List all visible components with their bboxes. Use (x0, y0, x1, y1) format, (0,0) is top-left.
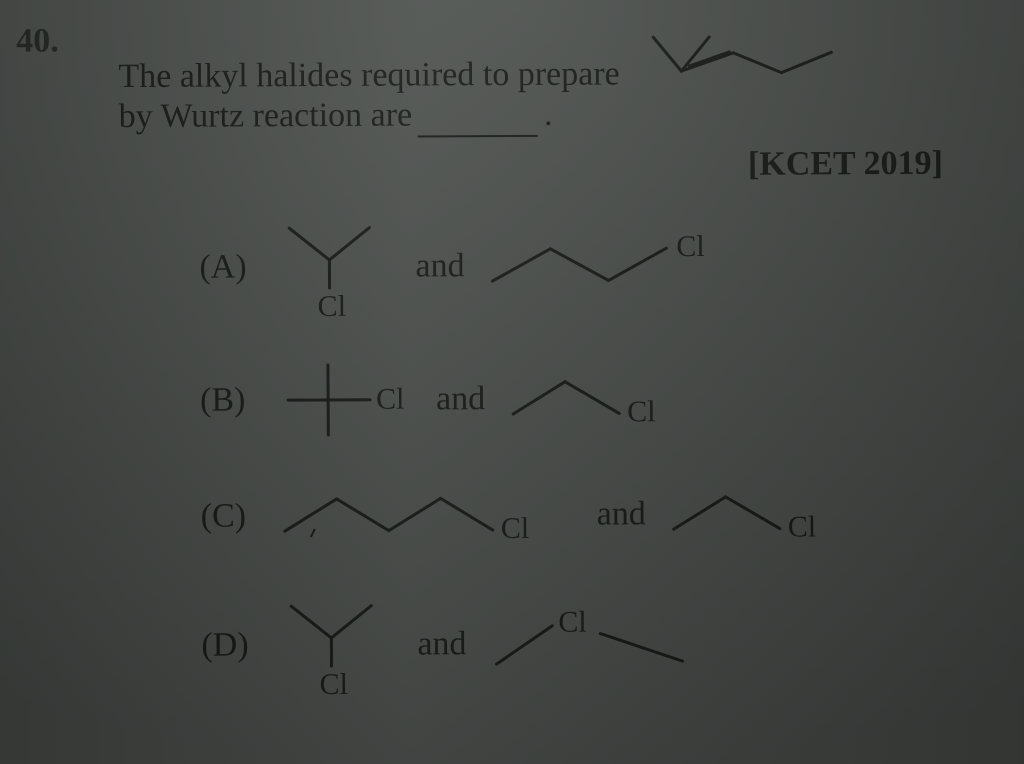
option-b-label: (B) (200, 381, 270, 419)
cl-label: Cl (318, 289, 347, 322)
option-c-label: (C) (201, 497, 271, 535)
option-d: (D) Cl and (201, 584, 986, 703)
option-a-structure-2: Cl (480, 230, 730, 301)
option-a-label: (A) (199, 248, 269, 286)
and-text-b: and (436, 380, 485, 418)
question-text-2: by Wurtz reaction are (119, 95, 413, 139)
and-text-a: and (415, 247, 464, 285)
option-d-structure-2: Cl (482, 603, 702, 684)
option-c: (C) Cl and (201, 475, 985, 554)
option-b-structure-1: Cl (270, 354, 420, 445)
question-line-2: by Wurtz reaction are . (119, 92, 983, 139)
option-b-structure-2: Cl (501, 363, 691, 434)
option-c-structure-1: Cl (271, 477, 581, 554)
question-text-2-suffix: . (544, 94, 553, 137)
option-d-structure-1: Cl (271, 587, 402, 703)
cl-label: Cl (558, 606, 587, 639)
target-molecule (633, 24, 853, 95)
option-a-structure-1: Cl (269, 209, 400, 325)
option-d-label: (D) (201, 626, 271, 664)
option-a: (A) Cl and (199, 206, 984, 325)
and-text-d: and (417, 625, 466, 663)
option-c-structure-2: Cl (662, 478, 852, 549)
cl-label: Cl (627, 395, 656, 428)
question-number: 40. (16, 22, 59, 60)
and-text-c: and (597, 495, 646, 533)
cl-label: Cl (501, 511, 530, 544)
exam-tag: [KCET 2019] (119, 144, 943, 186)
options-list: (A) Cl and (199, 206, 986, 703)
cl-label: Cl (788, 510, 817, 543)
option-b: (B) Cl and (200, 351, 984, 445)
question-block: The alkyl halides required to prepare (118, 24, 986, 704)
question-text-1: The alkyl halides required to prepare (118, 53, 620, 98)
cl-label: Cl (676, 230, 705, 263)
cl-label: Cl (376, 382, 405, 415)
exam-page: 40. The alkyl halides required to prepar… (0, 0, 1024, 754)
answer-blank (418, 111, 538, 137)
cl-label: Cl (320, 667, 349, 700)
question-line-1: The alkyl halides required to prepare (118, 24, 982, 99)
